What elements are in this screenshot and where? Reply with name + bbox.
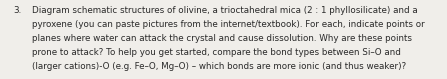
- Text: 3.: 3.: [13, 6, 21, 15]
- Text: planes where water can attack the crystal and cause dissolution. Why are these p: planes where water can attack the crysta…: [32, 34, 412, 43]
- Text: Diagram schematic structures of olivine, a trioctahedral mica (2 : 1 phyllosilic: Diagram schematic structures of olivine,…: [32, 6, 418, 15]
- Text: prone to attack? To help you get started, compare the bond types between Si–O an: prone to attack? To help you get started…: [32, 48, 401, 57]
- Text: (larger cations)-O (e.g. Fe–O, Mg–O) – which bonds are more ionic (and thus weak: (larger cations)-O (e.g. Fe–O, Mg–O) – w…: [32, 62, 406, 71]
- Text: pyroxene (you can paste pictures from the internet/textbook). For each, indicate: pyroxene (you can paste pictures from th…: [32, 20, 425, 29]
